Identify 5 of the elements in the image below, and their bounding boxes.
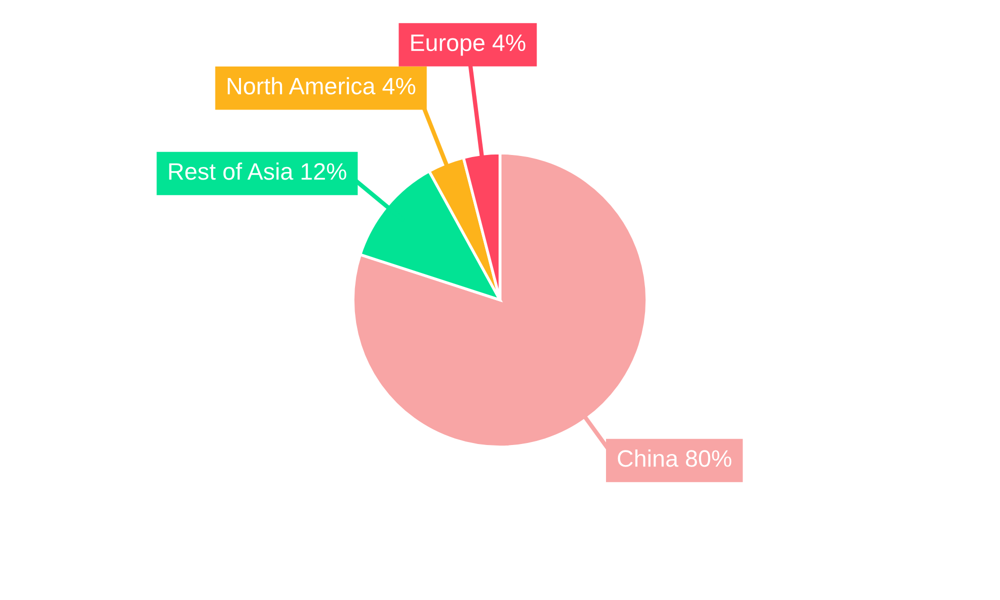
slice-label: Rest of Asia 12% [169,162,346,180]
pie-slice [352,152,648,448]
slice-label: China 80% [618,450,732,467]
slice-label: Europe 4% [411,34,526,56]
slice-label: North America 4% [228,77,416,94]
